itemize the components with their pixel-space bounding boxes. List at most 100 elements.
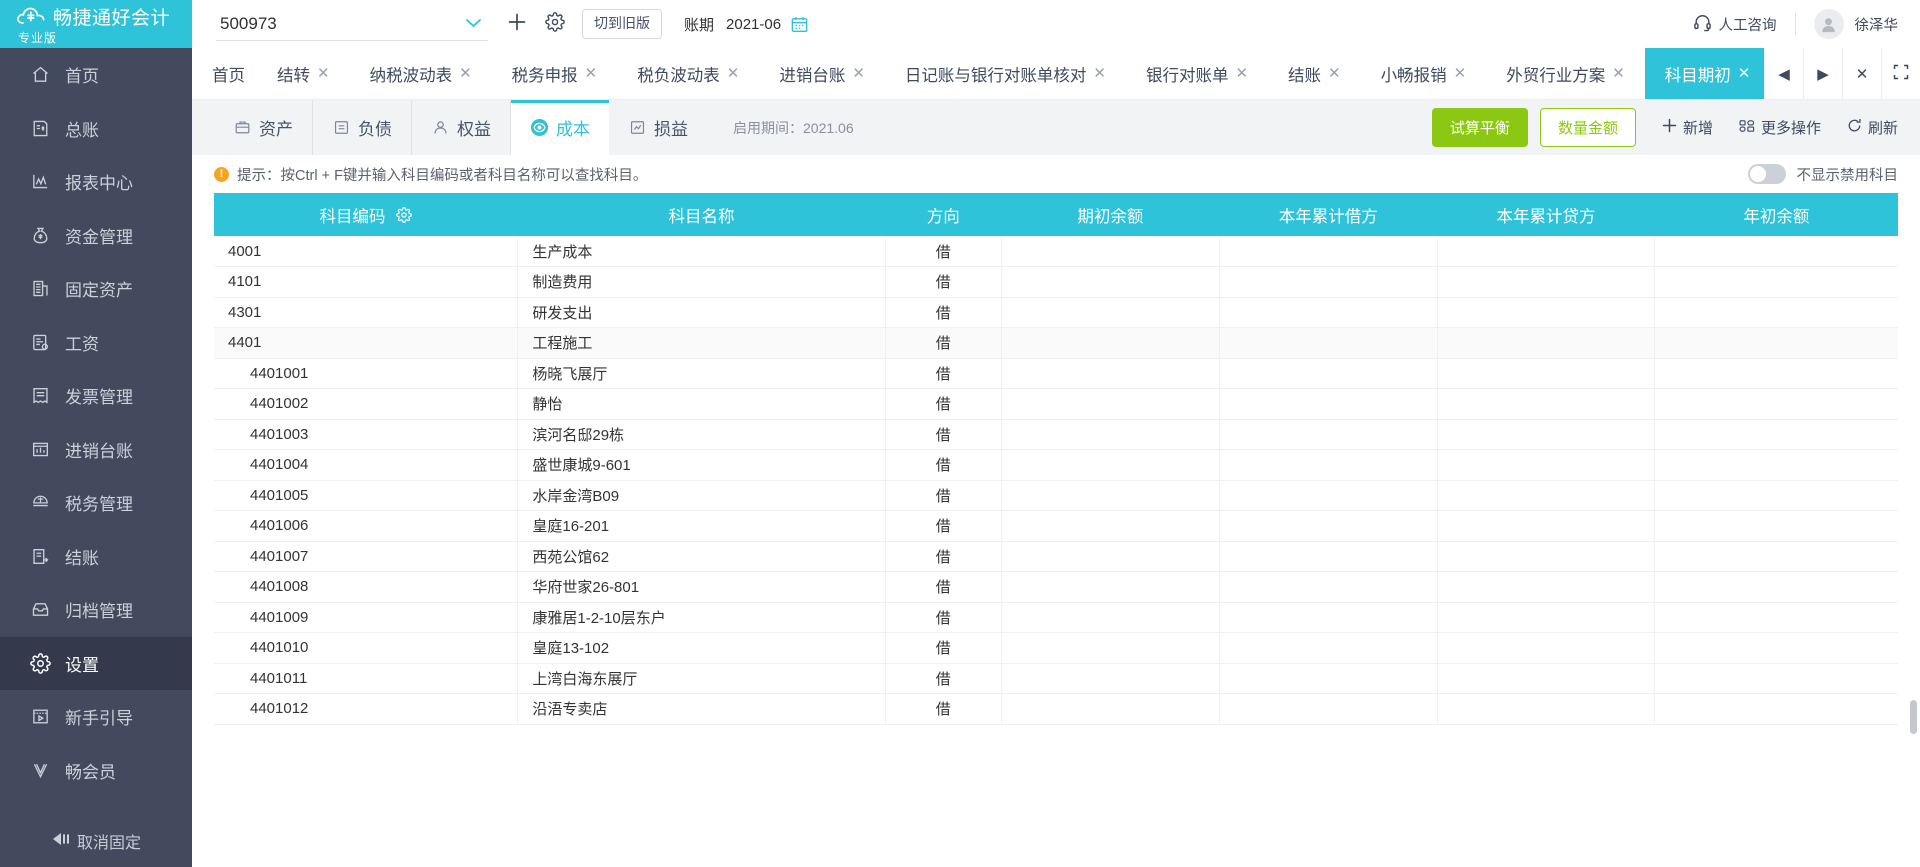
- cell-ytd-credit[interactable]: [1437, 236, 1656, 267]
- column-header-opening-balance[interactable]: 期初余额: [1001, 193, 1220, 236]
- cell-ytd-debit[interactable]: [1219, 663, 1438, 694]
- sidebar-item-payroll[interactable]: 工资: [0, 316, 192, 370]
- tab-journal-bank-reconcile[interactable]: 日记账与银行对账单核对 ✕: [885, 48, 1126, 99]
- tab-tax-filing[interactable]: 税务申报 ✕: [492, 48, 618, 99]
- cell-ytd-credit[interactable]: [1437, 327, 1656, 359]
- close-all-tabs-button[interactable]: ✕: [1842, 48, 1881, 99]
- cell-ytd-debit[interactable]: [1219, 297, 1438, 328]
- column-header-name[interactable]: 科目名称: [517, 193, 886, 236]
- sidebar-item-ledger[interactable]: 总账: [0, 102, 192, 156]
- table-row[interactable]: 4401010 皇庭13-102 借: [214, 632, 1898, 664]
- cell-year-begin-balance[interactable]: [1654, 571, 1898, 603]
- sidebar-item-archive[interactable]: 归档管理: [0, 583, 192, 637]
- cell-opening-balance[interactable]: [1001, 358, 1220, 389]
- category-tab-cost[interactable]: 成本: [511, 100, 609, 155]
- cell-ytd-debit[interactable]: [1219, 632, 1438, 664]
- scroll-tabs-left-button[interactable]: ◀: [1764, 48, 1803, 99]
- column-header-direction[interactable]: 方向: [885, 193, 1002, 236]
- tab-closing[interactable]: 结账 ✕: [1268, 48, 1361, 99]
- cell-ytd-debit[interactable]: [1219, 327, 1438, 359]
- cell-year-begin-balance[interactable]: [1654, 297, 1898, 328]
- close-icon[interactable]: ✕: [1093, 65, 1106, 82]
- cell-opening-balance[interactable]: [1001, 297, 1220, 328]
- cell-opening-balance[interactable]: [1001, 632, 1220, 664]
- category-tab-asset[interactable]: 资产: [214, 100, 313, 155]
- more-actions-button[interactable]: 更多操作: [1739, 117, 1821, 138]
- table-row[interactable]: 4401005 水岸金湾B09 借: [214, 480, 1898, 511]
- scrollbar-thumb[interactable]: [1910, 700, 1917, 734]
- sidebar-item-reports[interactable]: 报表中心: [0, 155, 192, 209]
- cell-year-begin-balance[interactable]: [1654, 541, 1898, 572]
- trial-balance-button[interactable]: 试算平衡: [1431, 108, 1528, 147]
- cell-opening-balance[interactable]: [1001, 266, 1220, 298]
- tab-home[interactable]: 首页: [192, 48, 257, 99]
- close-icon[interactable]: ✕: [1453, 65, 1467, 82]
- cell-ytd-credit[interactable]: [1437, 663, 1656, 694]
- table-row[interactable]: 4401011 上湾白海东展厅 借: [214, 663, 1898, 694]
- cell-year-begin-balance[interactable]: [1654, 327, 1898, 359]
- add-button[interactable]: 新增: [1662, 117, 1713, 138]
- cell-ytd-credit[interactable]: [1437, 510, 1656, 542]
- qty-amount-button[interactable]: 数量金额: [1539, 108, 1636, 147]
- close-icon[interactable]: ✕: [852, 65, 865, 82]
- table-row[interactable]: 4301 研发支出 借: [214, 297, 1898, 328]
- cell-ytd-debit[interactable]: [1219, 480, 1438, 511]
- tab-bank-statement[interactable]: 银行对账单 ✕: [1126, 48, 1268, 99]
- account-set-select[interactable]: 500973: [216, 7, 488, 41]
- header-settings-button[interactable]: [536, 4, 574, 44]
- table-row[interactable]: 4001 生产成本 借: [214, 236, 1898, 267]
- cell-ytd-debit[interactable]: [1219, 266, 1438, 298]
- sidebar-item-vip[interactable]: 畅会员: [0, 744, 192, 798]
- tab-tax-fluctuation[interactable]: 纳税波动表 ✕: [350, 48, 492, 99]
- cell-ytd-debit[interactable]: [1219, 419, 1438, 450]
- sidebar-item-settings[interactable]: 设置: [0, 636, 192, 690]
- cell-opening-balance[interactable]: [1001, 480, 1220, 511]
- column-header-year-begin-balance[interactable]: 年初余额: [1654, 193, 1898, 236]
- column-header-ytd-credit[interactable]: 本年累计贷方: [1437, 193, 1655, 236]
- table-row[interactable]: 4401002 静怡 借: [214, 388, 1898, 420]
- table-row[interactable]: 4401 工程施工 借: [214, 327, 1898, 359]
- table-row[interactable]: 4401008 华府世家26-801 借: [214, 571, 1898, 603]
- table-row[interactable]: 4401004 盛世康城9-601 借: [214, 449, 1898, 481]
- table-row[interactable]: 4401006 皇庭16-201 借: [214, 510, 1898, 542]
- table-row[interactable]: 4101 制造费用 借: [214, 266, 1898, 298]
- cell-opening-balance[interactable]: [1001, 602, 1220, 633]
- gear-icon[interactable]: [396, 206, 413, 223]
- cell-opening-balance[interactable]: [1001, 419, 1220, 450]
- cell-year-begin-balance[interactable]: [1654, 419, 1898, 450]
- category-tab-liability[interactable]: 负债: [313, 100, 412, 155]
- table-row[interactable]: 4401012 沿浯专卖店 借: [214, 693, 1898, 725]
- close-icon[interactable]: ✕: [1737, 65, 1751, 82]
- human-consult-button[interactable]: 人工咨询: [1693, 13, 1777, 36]
- close-icon[interactable]: ✕: [317, 65, 330, 82]
- cell-ytd-debit[interactable]: [1219, 693, 1438, 725]
- cell-opening-balance[interactable]: [1001, 541, 1220, 572]
- sidebar-item-closing[interactable]: 结账: [0, 530, 192, 584]
- cell-opening-balance[interactable]: [1001, 693, 1220, 725]
- cell-ytd-debit[interactable]: [1219, 236, 1438, 267]
- cell-ytd-credit[interactable]: [1437, 632, 1656, 664]
- cell-year-begin-balance[interactable]: [1654, 693, 1898, 725]
- table-row[interactable]: 4401001 杨晓飞展厅 借: [214, 358, 1898, 389]
- cell-year-begin-balance[interactable]: [1654, 236, 1898, 267]
- hide-disabled-accounts-toggle[interactable]: [1747, 164, 1786, 184]
- cell-ytd-debit[interactable]: [1219, 449, 1438, 481]
- cell-year-begin-balance[interactable]: [1654, 602, 1898, 633]
- cell-ytd-debit[interactable]: [1219, 510, 1438, 542]
- cell-year-begin-balance[interactable]: [1654, 266, 1898, 298]
- table-row[interactable]: 4401003 滨河名邸29栋 借: [214, 419, 1898, 450]
- table-vertical-scrollbar[interactable]: [1908, 245, 1917, 867]
- cell-ytd-credit[interactable]: [1437, 602, 1656, 633]
- refresh-button[interactable]: 刷新: [1847, 117, 1898, 138]
- close-icon[interactable]: ✕: [1612, 65, 1625, 82]
- tab-tax-burden-fluctuation[interactable]: 税负波动表 ✕: [617, 48, 759, 99]
- tab-stock-ledger[interactable]: 进销台账 ✕: [759, 48, 885, 99]
- cell-ytd-debit[interactable]: [1219, 571, 1438, 603]
- tab-account-opening-balance[interactable]: 科目期初 ✕: [1644, 48, 1764, 99]
- cell-year-begin-balance[interactable]: [1654, 388, 1898, 420]
- cell-ytd-credit[interactable]: [1437, 297, 1656, 328]
- scroll-tabs-right-button[interactable]: ▶: [1803, 48, 1842, 99]
- cell-opening-balance[interactable]: [1001, 449, 1220, 481]
- cell-ytd-debit[interactable]: [1219, 541, 1438, 572]
- cell-year-begin-balance[interactable]: [1654, 358, 1898, 389]
